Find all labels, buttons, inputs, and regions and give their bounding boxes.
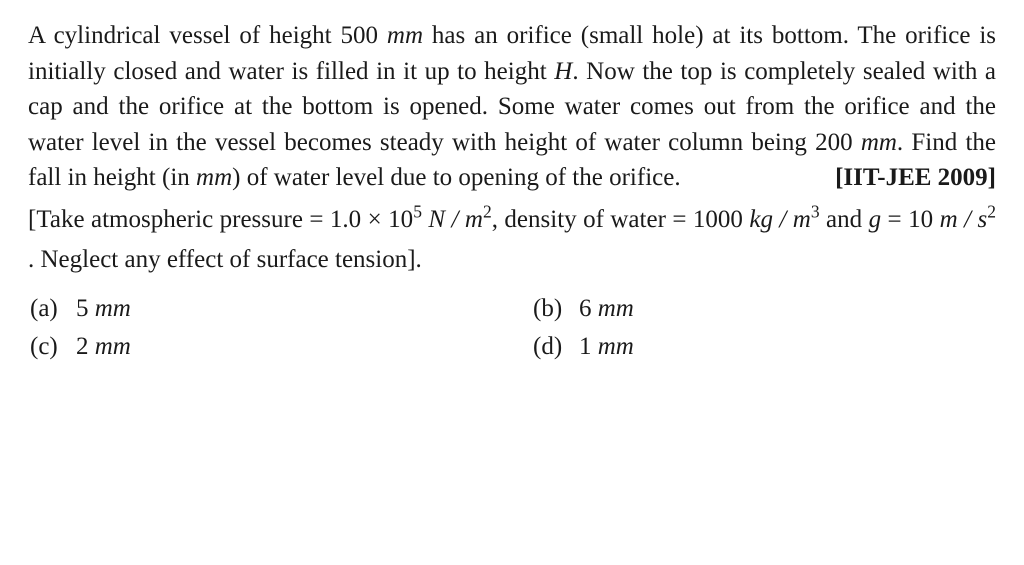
unit: N / m — [428, 206, 483, 233]
given-segment: = 10 — [881, 206, 939, 233]
unit-mm: mm — [95, 333, 131, 360]
option-d: (d) 1 mm — [533, 329, 996, 365]
source-tag: [IIT-JEE 2009] — [835, 160, 996, 196]
options-grid: (a) 5 mm (b) 6 mm (c) 2 mm (d) 1 mm — [28, 291, 996, 366]
option-c: (c) 2 mm — [30, 329, 493, 365]
option-value: 1 mm — [579, 329, 634, 365]
unit-mm: mm — [598, 333, 634, 360]
given-segment: [Take atmospheric pressure = 1.0 × 10 — [28, 206, 413, 233]
given-segment: . Neglect any effect of surface tension]… — [28, 246, 422, 273]
variable-g: g — [869, 206, 882, 233]
unit-mm: mm — [598, 295, 634, 322]
given-segment: , density of water = 1000 — [492, 206, 750, 233]
unit: kg / m — [749, 206, 811, 233]
option-label: (c) — [30, 329, 66, 365]
option-value: 5 mm — [76, 291, 131, 327]
given-segment: and — [820, 206, 869, 233]
option-label: (d) — [533, 329, 569, 365]
exponent: 2 — [483, 201, 492, 221]
unit-mm: mm — [387, 22, 423, 49]
unit-mm: mm — [861, 129, 897, 156]
unit-mm: mm — [196, 164, 232, 191]
option-label: (a) — [30, 291, 66, 327]
given-data: [Take atmospheric pressure = 1.0 × 105 N… — [28, 200, 996, 281]
unit: m / s — [940, 206, 988, 233]
option-b: (b) 6 mm — [533, 291, 996, 327]
option-value: 6 mm — [579, 291, 634, 327]
exponent: 5 — [413, 201, 422, 221]
text-segment: ) of water level due to opening of the o… — [232, 164, 680, 191]
unit-mm: mm — [95, 295, 131, 322]
option-a: (a) 5 mm — [30, 291, 493, 327]
exponent: 3 — [811, 201, 820, 221]
exponent: 2 — [987, 201, 996, 221]
problem-statement: A cylindrical vessel of height 500 mm ha… — [28, 18, 996, 196]
option-value: 2 mm — [76, 329, 131, 365]
text-segment: A cylindrical vessel of height 500 — [28, 22, 387, 49]
variable-H: H — [554, 58, 572, 85]
option-label: (b) — [533, 291, 569, 327]
